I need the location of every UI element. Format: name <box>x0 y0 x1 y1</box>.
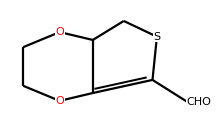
Text: CHO: CHO <box>187 97 212 107</box>
Text: O: O <box>55 96 64 106</box>
Text: S: S <box>153 32 160 42</box>
Text: O: O <box>55 27 64 37</box>
